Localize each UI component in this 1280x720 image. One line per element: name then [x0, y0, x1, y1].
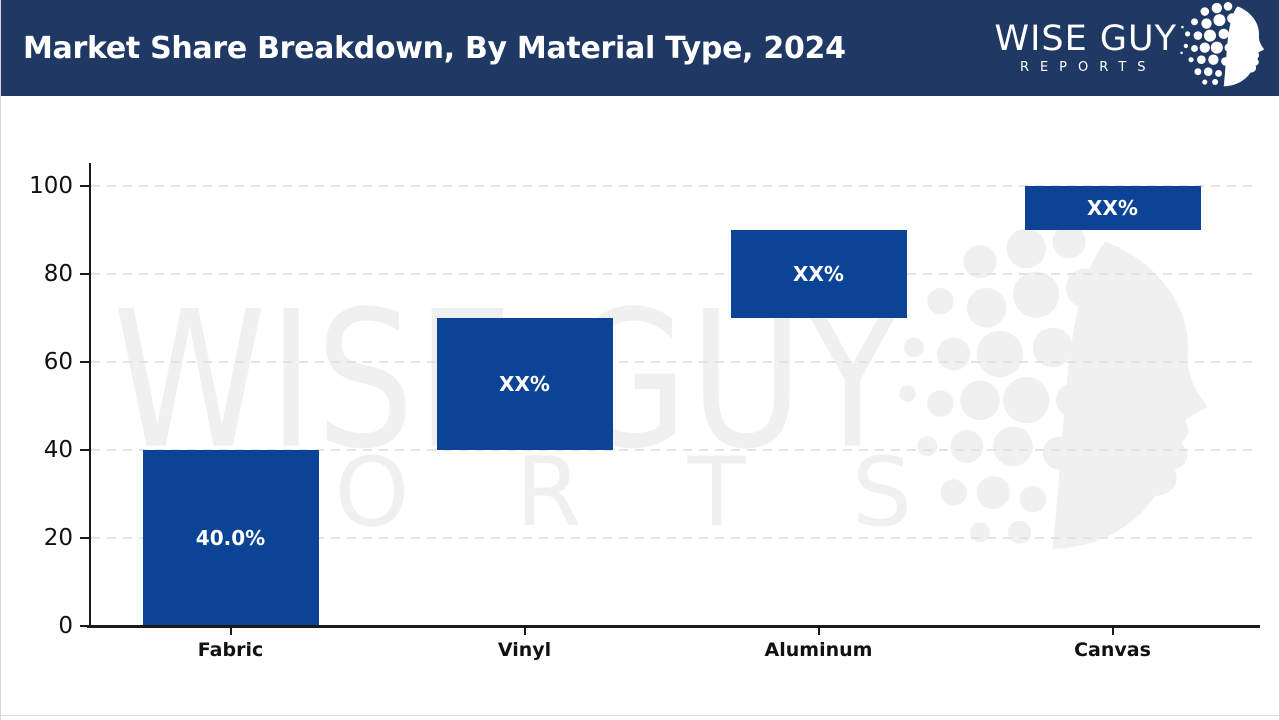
gridline-20: [91, 536, 1259, 539]
gridline-60: [91, 360, 1259, 363]
y-tick-20: [80, 536, 89, 539]
gridline-40: [91, 448, 1259, 451]
y-tick-60: [80, 360, 89, 363]
header-bar: Market Share Breakdown, By Material Type…: [1, 0, 1279, 96]
bottom-border-line: [1, 715, 1279, 716]
y-tick-80: [80, 272, 89, 275]
brand-name: WISE GUY: [994, 19, 1177, 60]
bar-value-label: 40.0%: [195, 525, 266, 550]
y-tick-label-0: 0: [58, 613, 73, 639]
x-axis-spine: [87, 625, 1260, 628]
bar-value-label: XX%: [1087, 195, 1138, 220]
y-axis-spine: [89, 163, 91, 628]
y-tick-label-20: 20: [43, 524, 73, 551]
brand-logo: WISE GUY REPORTS: [994, 1, 1265, 96]
page-title: Market Share Breakdown, By Material Type…: [23, 30, 846, 66]
y-tick-label-100: 100: [29, 172, 73, 199]
bar-fabric: 40.0%: [142, 449, 319, 626]
x-tick-fabric: [229, 628, 232, 635]
x-category-label-vinyl: Vinyl: [497, 639, 552, 661]
y-tick-label-60: 60: [43, 348, 73, 375]
x-category-label-fabric: Fabric: [197, 639, 264, 661]
bar-value-label: XX%: [499, 371, 550, 396]
y-tick-label-40: 40: [43, 436, 73, 463]
x-tick-vinyl: [523, 628, 526, 635]
y-tick-100: [80, 184, 89, 187]
x-tick-canvas: [1111, 628, 1114, 635]
gridline-80: [91, 272, 1259, 275]
x-tick-aluminum: [817, 628, 820, 635]
gridline-100: [91, 184, 1259, 187]
bar-value-label: XX%: [793, 261, 844, 286]
bar-aluminum: XX%: [730, 229, 907, 318]
brand-subname: REPORTS: [1019, 59, 1157, 75]
x-category-label-canvas: Canvas: [1074, 639, 1151, 661]
x-category-label-aluminum: Aluminum: [764, 639, 873, 661]
dotted-head-profile-icon: [1179, 1, 1265, 96]
y-tick-40: [80, 448, 89, 451]
bar-canvas: XX%: [1024, 185, 1201, 230]
bar-vinyl: XX%: [436, 317, 613, 450]
y-tick-label-80: 80: [43, 260, 73, 287]
y-tick-0: [80, 625, 89, 627]
brand-logo-text: WISE GUY REPORTS: [994, 21, 1177, 75]
